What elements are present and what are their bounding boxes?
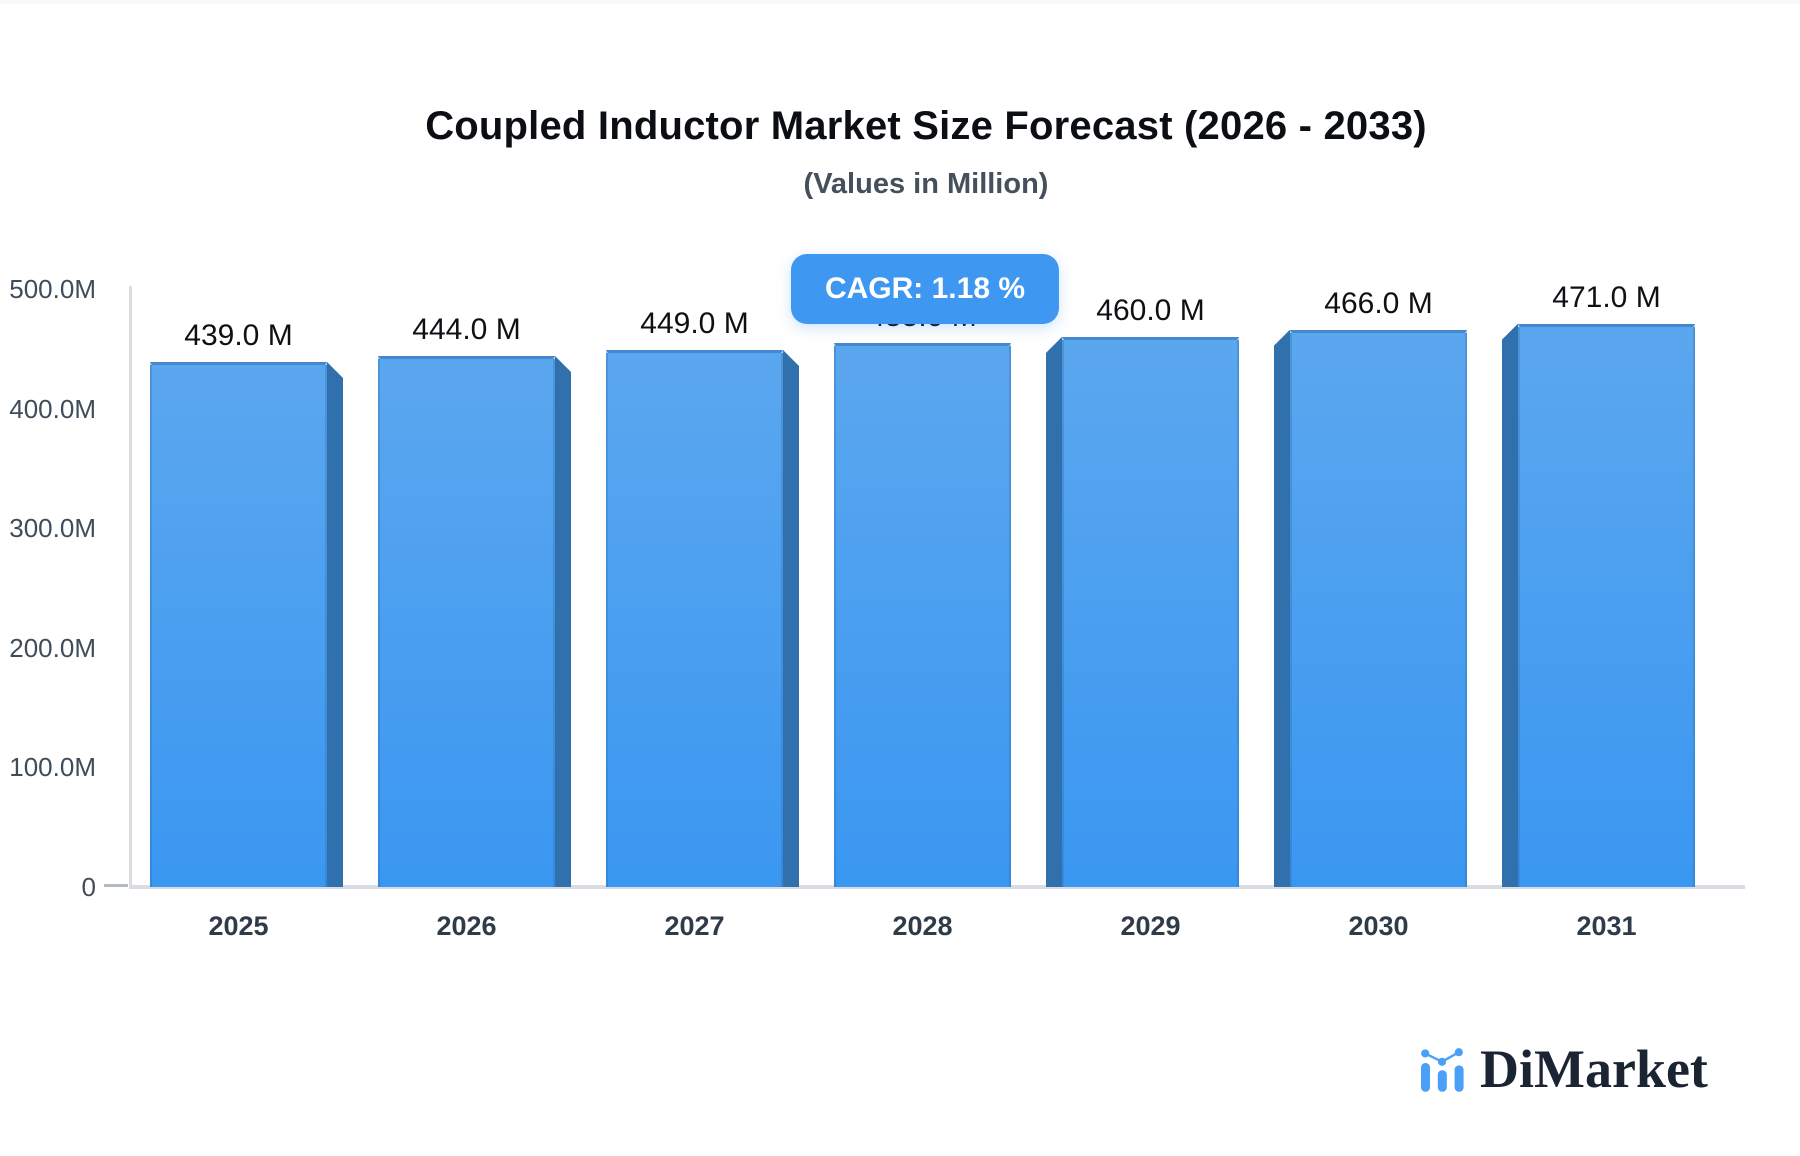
bar-2029[interactable] — [1062, 336, 1239, 887]
bar-value-label-2031: 471.0 M — [1552, 280, 1661, 314]
x-axis-label-2030: 2030 — [1348, 911, 1409, 941]
cagr-badge: CAGR: 1.18 % — [790, 254, 1060, 324]
bar-2026[interactable] — [378, 355, 555, 887]
y-tick-label-400: 400.0M — [9, 393, 96, 424]
chart-title: Coupled Inductor Market Size Forecast (2… — [425, 104, 1427, 148]
chart-subtitle: (Values in Million) — [803, 168, 1049, 200]
bar-2031[interactable] — [1518, 323, 1695, 887]
x-axis-label-2027: 2027 — [664, 911, 725, 941]
y-tick-label-0: 0 — [81, 872, 96, 902]
bar-2028[interactable] — [834, 342, 1011, 887]
bar-2025[interactable] — [150, 361, 327, 887]
brand-logo: DiMarket — [1418, 1042, 1708, 1096]
x-axis-line — [129, 885, 1745, 889]
y-tick-label-500: 500.0M — [9, 274, 96, 304]
y-tick-label-300: 300.0M — [9, 513, 96, 544]
zero-tick-mark — [104, 884, 128, 887]
bar-2030[interactable] — [1290, 329, 1467, 887]
bar-side-face-2031 — [1502, 323, 1518, 887]
bar-side-face-2026 — [555, 355, 571, 887]
bar-value-label-2029: 460.0 M — [1096, 293, 1205, 327]
brand-logo-text: DiMarket — [1480, 1039, 1708, 1099]
y-axis-line — [129, 286, 132, 887]
bar-side-face-2025 — [327, 361, 343, 887]
bar-value-label-2030: 466.0 M — [1324, 286, 1433, 320]
bar-side-face-2029 — [1046, 336, 1062, 887]
bar-2027[interactable] — [606, 349, 783, 887]
x-axis-label-2028: 2028 — [892, 911, 953, 941]
bar-side-face-2030 — [1274, 329, 1290, 887]
page-top-border — [0, 0, 1800, 4]
bar-value-label-2025: 439.0 M — [184, 318, 293, 352]
x-axis-label-2031: 2031 — [1576, 911, 1637, 941]
y-tick-label-100: 100.0M — [9, 752, 96, 783]
y-tick-label-200: 200.0M — [9, 632, 96, 663]
bar-value-label-2026: 444.0 M — [412, 312, 521, 346]
x-axis-label-2026: 2026 — [436, 911, 497, 941]
x-axis-label-2025: 2025 — [208, 911, 269, 941]
x-axis-label-2029: 2029 — [1120, 911, 1181, 941]
mini-bar-chart-icon — [1418, 1045, 1466, 1093]
bar-value-label-2027: 449.0 M — [640, 306, 749, 340]
bar-side-face-2027 — [783, 349, 799, 887]
